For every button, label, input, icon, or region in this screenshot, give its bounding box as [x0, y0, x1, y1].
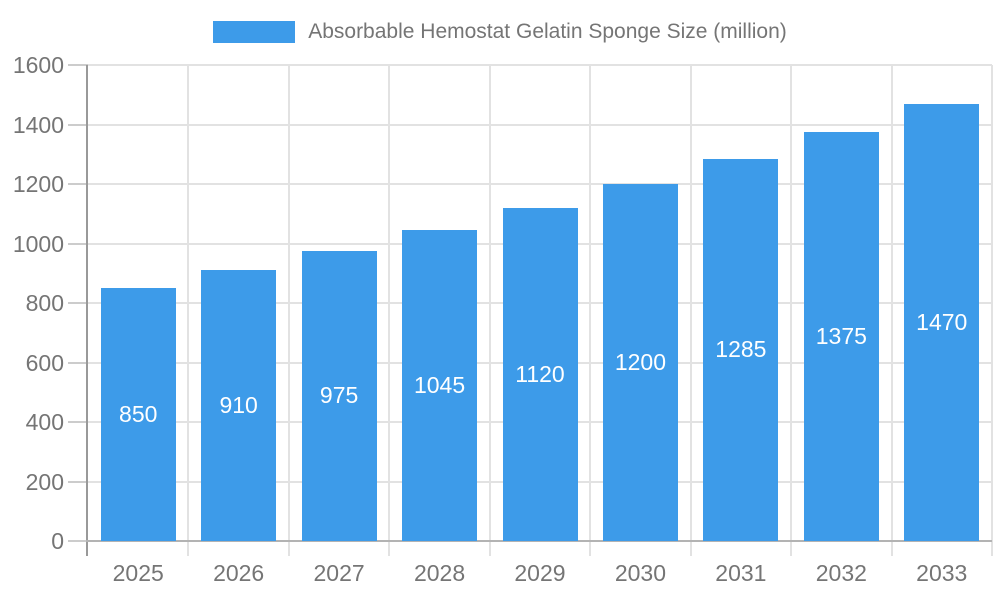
legend-label: Absorbable Hemostat Gelatin Sponge Size …: [308, 20, 787, 43]
bar-2033[interactable]: 1470: [904, 103, 980, 541]
y-axis-label: 200: [25, 468, 64, 495]
v-gridline: [488, 65, 491, 556]
x-axis-label: 2031: [715, 560, 767, 586]
x-axis-label: 2027: [313, 560, 365, 586]
x-axis-line: [86, 540, 992, 542]
bar-value-label: 1045: [413, 372, 466, 399]
y-axis-label: 1400: [12, 111, 64, 138]
bar-2026[interactable]: 910: [201, 270, 277, 541]
y-axis-label: 600: [25, 349, 64, 376]
y-axis-label: 1000: [12, 230, 64, 257]
bar-value-label: 850: [119, 401, 158, 428]
bar-2030[interactable]: 1200: [602, 184, 678, 541]
bar-2029[interactable]: 1120: [502, 207, 578, 541]
y-axis-label: 1200: [12, 171, 64, 197]
v-gridline: [187, 65, 190, 556]
v-gridline: [890, 65, 893, 556]
y-axis-tick: [68, 242, 88, 245]
y-axis-line: [86, 65, 88, 556]
bar-value-label: 1285: [715, 336, 767, 363]
bar-value-label: 975: [319, 382, 359, 409]
y-axis-tick: [68, 183, 88, 185]
y-axis-label: 1600: [12, 52, 64, 78]
y-axis-tick: [68, 421, 88, 423]
bar-2031[interactable]: 1285: [703, 158, 779, 541]
x-axis-label: 2030: [614, 560, 667, 586]
x-axis-label: 2025: [112, 560, 164, 586]
x-axis-label: 2026: [213, 560, 265, 586]
bar-2032[interactable]: 1375: [803, 131, 879, 541]
bar-2028[interactable]: 1045: [402, 230, 478, 541]
v-gridline: [991, 65, 993, 556]
x-axis-label: 2029: [514, 560, 566, 586]
y-axis-label: 400: [25, 409, 64, 435]
y-axis-tick: [68, 361, 88, 364]
v-gridline: [589, 65, 592, 556]
v-gridline: [790, 65, 793, 556]
bar-value-label: 1120: [515, 360, 565, 387]
h-gridline: [88, 64, 992, 66]
bar-value-label: 1470: [916, 308, 968, 335]
x-axis-label: 2032: [815, 560, 867, 586]
y-axis-tick: [68, 123, 88, 126]
y-axis-tick: [68, 480, 88, 483]
h-gridline: [88, 183, 992, 185]
v-gridline: [689, 65, 692, 556]
x-axis-label: 2028: [413, 560, 466, 586]
bar-value-label: 1375: [815, 322, 867, 349]
bar-value-label: 910: [219, 392, 258, 419]
y-axis-label: 800: [25, 290, 64, 316]
v-gridline: [287, 65, 290, 556]
h-gridline: [88, 123, 992, 126]
y-axis-label: 0: [51, 528, 64, 554]
v-gridline: [388, 65, 391, 556]
bar-2027[interactable]: 975: [301, 250, 377, 541]
y-axis-tick: [68, 302, 88, 304]
bar-value-label: 1200: [614, 349, 667, 375]
y-axis-tick: [68, 64, 88, 66]
legend-swatch: [213, 21, 296, 43]
y-axis-tick: [68, 540, 88, 542]
legend-item[interactable]: Absorbable Hemostat Gelatin Sponge Size …: [0, 20, 1000, 44]
bar-2025[interactable]: 850: [100, 288, 176, 541]
x-axis-label: 2033: [916, 560, 968, 586]
